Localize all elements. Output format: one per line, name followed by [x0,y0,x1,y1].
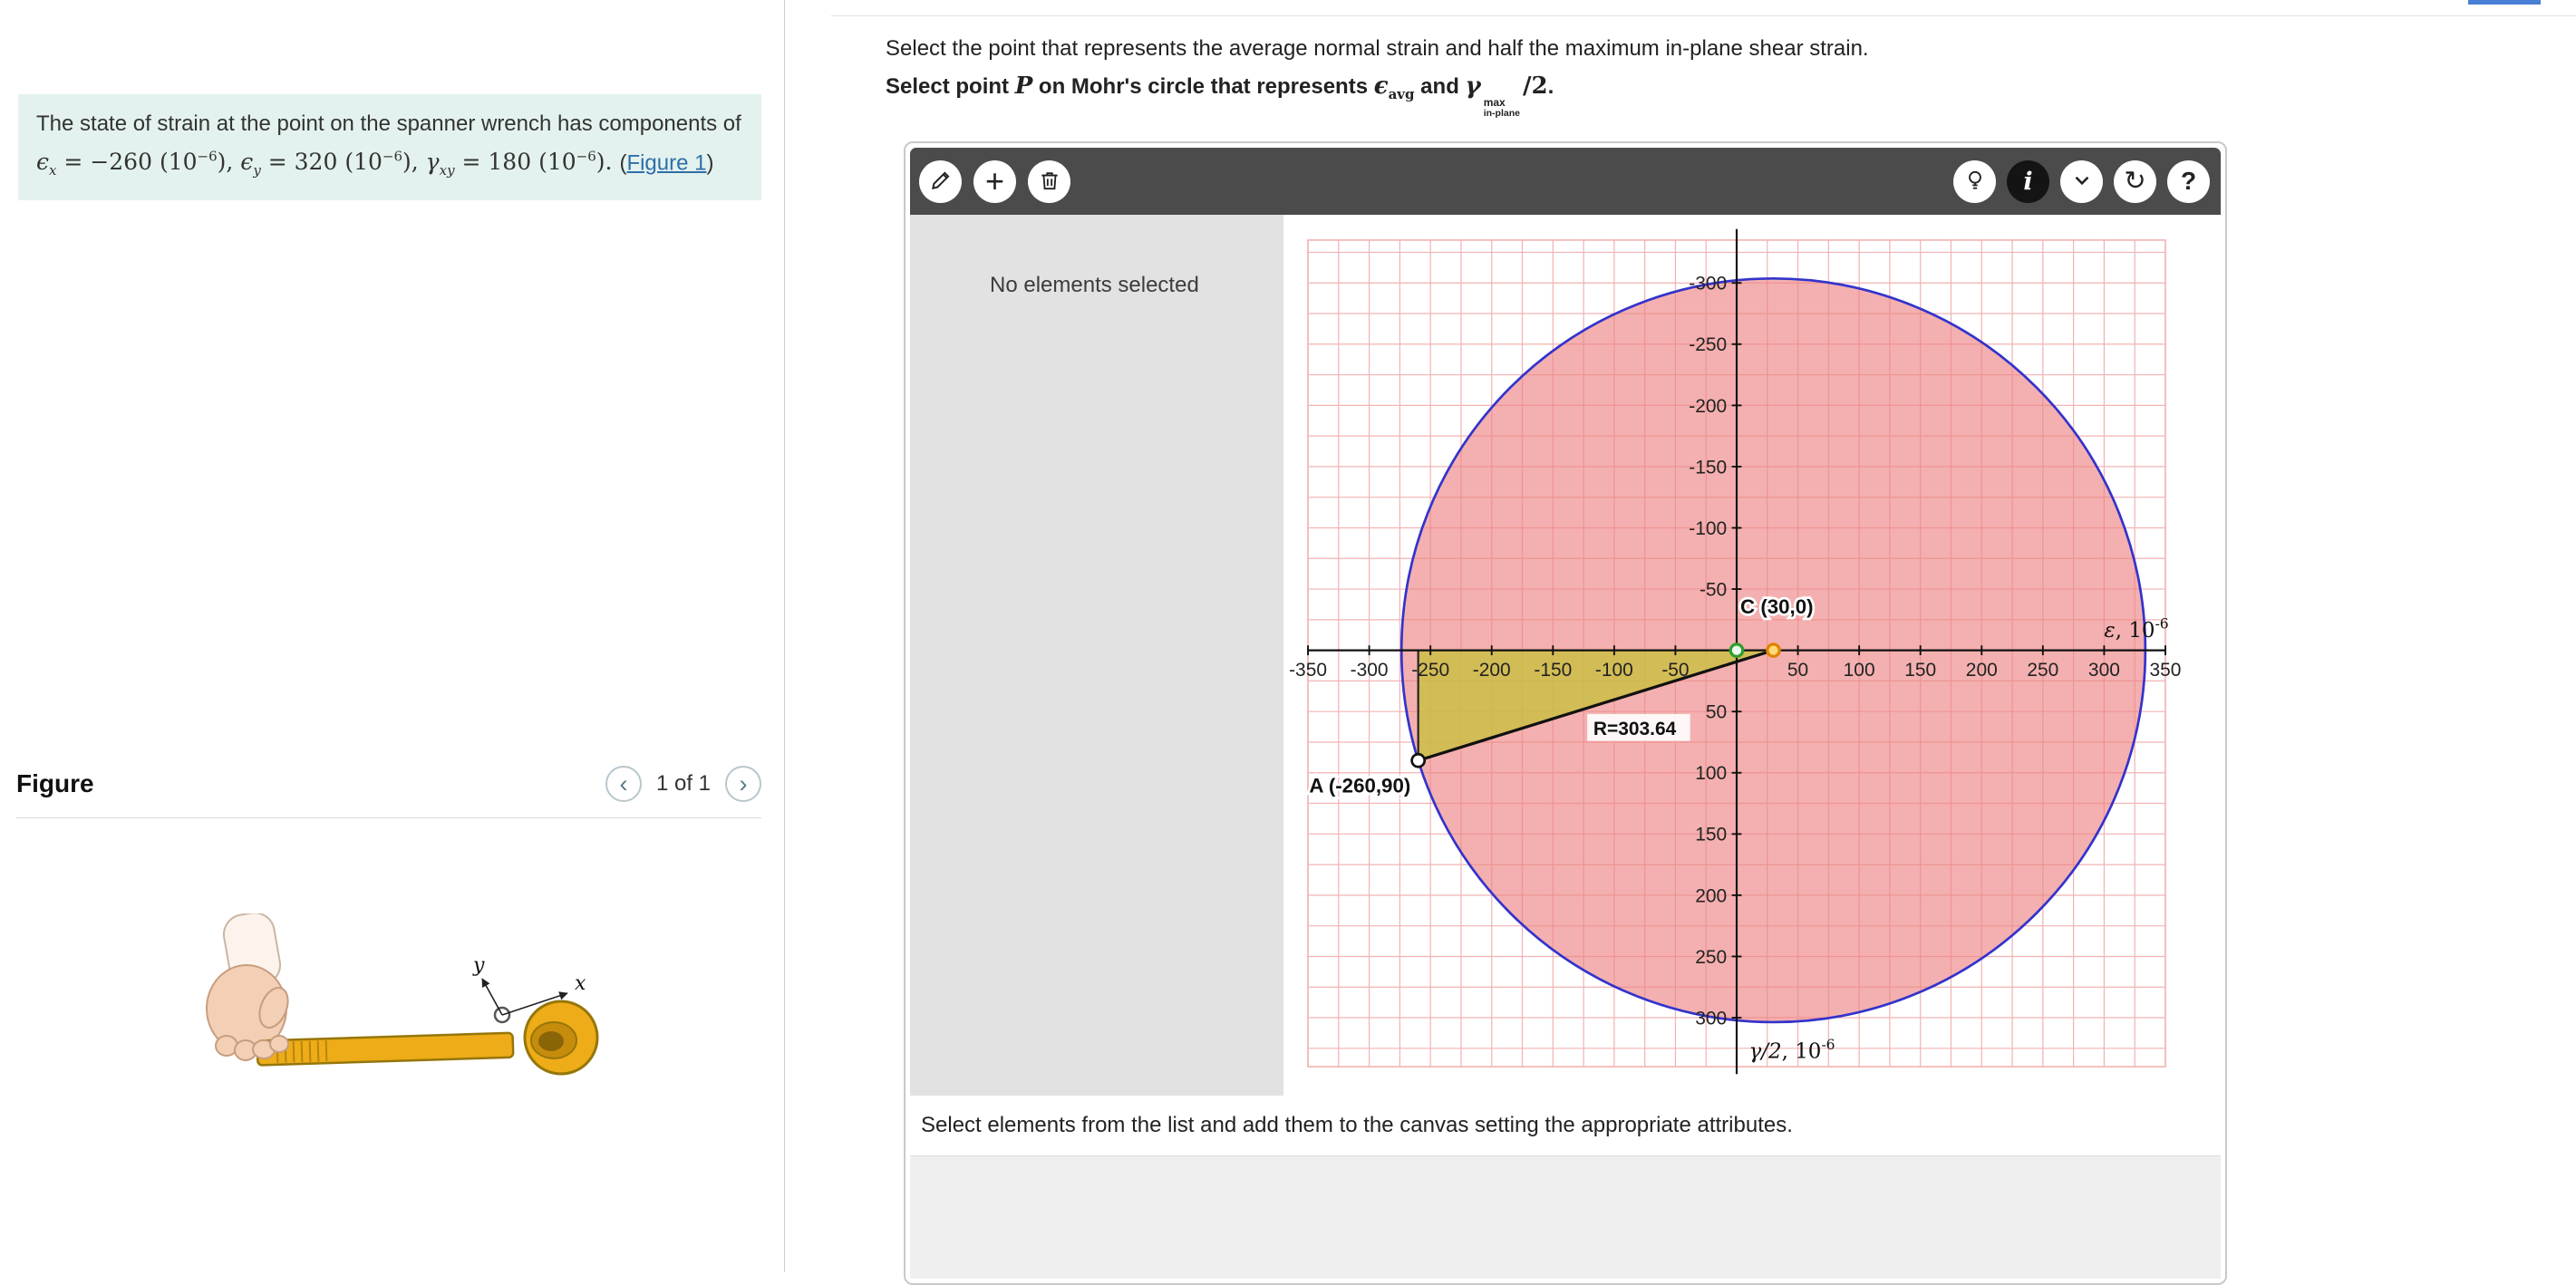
svg-text:-200: -200 [1473,660,1511,681]
strain-values: ϵx = −260 (10−6), ϵy = 320 (10−6), γxy =… [36,149,620,179]
svg-text:300: 300 [2088,660,2120,681]
origin-point[interactable] [1729,642,1745,658]
widget-toolbar: + i [910,148,2221,215]
plus-icon: + [984,162,1005,199]
figure-pager-label: 1 of 1 [655,771,711,796]
svg-text:250: 250 [1695,947,1727,968]
top-progress-bar [2468,0,2541,5]
graph-canvas[interactable]: -350 -300 -250 -200 -150 -100 -50 50 100 150 200 25… [1283,215,2221,1096]
point-c[interactable] [1766,642,1781,658]
task-description: Select the point that represents the ave… [886,36,1869,61]
radius-label-plate [1587,713,1690,741]
problem-statement: The state of strain at the point on the … [18,94,761,201]
svg-text:300: 300 [1695,1008,1727,1029]
tick-labels: -350 -300 -250 -200 -150 -100 -50 50 100 150 200 25… [1289,274,2181,1029]
answer-panel: Select the point that represents the ave… [786,0,2576,1285]
svg-text:200: 200 [1695,885,1727,906]
no-selection-label: No elements selected [990,273,1199,297]
epsilon-axis-title: ε, 10-6 [2104,615,2168,642]
collapse-button[interactable] [2060,159,2103,203]
svg-text:-250: -250 [1411,660,1449,681]
widget-footer-area [910,1155,2221,1279]
mohr-widget: + i [904,141,2227,1285]
svg-text:-300: -300 [1689,274,1727,295]
reset-button[interactable]: ↻ [2114,159,2156,203]
delete-element-button[interactable] [1028,159,1070,203]
wrench-head [523,1000,599,1076]
mohr-circle-plot[interactable]: -350 -300 -250 -200 -150 -100 -50 50 100 150 200 25… [1283,227,2190,1079]
figure-header: Figure ‹ 1 of 1 › [16,766,761,802]
x-axis-label: x [575,972,586,995]
svg-text:-150: -150 [1534,660,1572,681]
gamma-axis-title: γ/2, 10-6 [1749,1037,1835,1063]
chevron-down-icon [2070,169,2094,195]
fingers [215,1035,289,1061]
question-icon: ? [2180,167,2197,195]
figure-divider [16,817,761,818]
svg-text:-200: -200 [1689,396,1727,417]
chevron-left-icon: ‹ [619,770,628,797]
selection-pane: No elements selected [910,215,1283,1096]
figure-next-button[interactable]: › [725,766,761,802]
svg-text:100: 100 [1844,660,1875,681]
pencil-icon [929,169,953,195]
lightbulb-icon [1963,169,1987,195]
svg-text:-50: -50 [1700,579,1727,600]
wrench-figure: y x [206,913,599,1076]
svg-text:-300: -300 [1351,660,1389,681]
radius-line [1418,649,1775,762]
figure-title: Figure [16,769,94,797]
problem-panel: The state of strain at the point on the … [0,0,785,1272]
figure-link[interactable]: Figure 1 [626,150,707,176]
wrench-handle [256,1031,515,1067]
svg-text:-50: -50 [1661,660,1689,681]
draw-tool-button[interactable] [919,159,962,203]
point-a-label: A (-260,90) [1309,774,1410,797]
point-a[interactable] [1410,752,1427,768]
fist [206,964,289,1053]
svg-text:-100: -100 [1689,518,1727,539]
task-prompt: Select point P on Mohr's circle that rep… [886,72,1554,119]
tick-marks [1307,282,2166,1019]
help-button[interactable]: ? [2167,159,2210,203]
figure-pager: ‹ 1 of 1 › [605,766,761,802]
chevron-right-icon: › [739,770,748,797]
svg-text:150: 150 [1695,825,1727,845]
hint-button[interactable] [1953,159,1996,203]
info-button[interactable]: i [2007,159,2049,203]
svg-text:-100: -100 [1595,660,1633,681]
widget-instruction: Select elements from the list and add th… [910,1096,2221,1155]
add-element-button[interactable]: + [973,159,1016,203]
svg-text:50: 50 [1706,702,1727,723]
svg-text:-250: -250 [1689,334,1727,355]
y-axis-label: y [472,954,485,977]
wrench-axes [481,978,568,1016]
problem-text: The state of strain at the point on the … [36,111,741,136]
svg-text:350: 350 [2150,660,2182,681]
svg-text:150: 150 [1904,660,1936,681]
figure-prev-button[interactable]: ‹ [605,766,642,802]
info-icon: i [2023,167,2033,196]
trash-icon [1038,169,1061,195]
redo-icon: ↻ [2124,166,2146,196]
widget-panes: No elements selected -350 -300 -250 -200 -15… [910,215,2221,1096]
figure-link-wrap: (Figure 1) [619,150,714,176]
point-c-label: C (30,0) [1740,595,1814,618]
svg-text:250: 250 [2027,660,2058,681]
svg-text:-350: -350 [1289,660,1327,681]
svg-text:200: 200 [1966,660,1998,681]
top-divider [831,15,2576,16]
svg-text:100: 100 [1695,763,1727,784]
svg-text:50: 50 [1787,660,1808,681]
svg-text:-150: -150 [1689,457,1727,478]
radius-label: R=303.64 [1593,719,1677,739]
